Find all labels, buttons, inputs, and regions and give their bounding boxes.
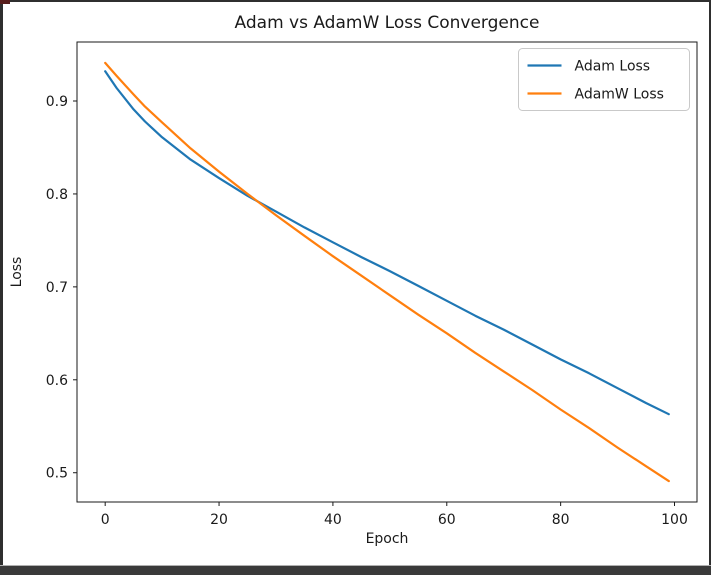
chart-titles: Adam vs AdamW Loss Convergence Epoch Loss bbox=[9, 13, 539, 547]
axes-spines bbox=[76, 41, 698, 503]
legend-label: Adam Loss bbox=[575, 59, 651, 75]
legend-box bbox=[518, 48, 690, 111]
x-tick-label: 100 bbox=[661, 512, 688, 528]
y-axis: 0.5 0.6 0.7 0.8 0.9 bbox=[46, 94, 77, 482]
series-line-adamw bbox=[104, 61, 670, 483]
y-tick-label: 0.6 bbox=[46, 373, 68, 389]
x-tick-label: 0 bbox=[101, 512, 110, 528]
y-axis-label: Loss bbox=[9, 257, 25, 288]
legend-label: AdamW Loss bbox=[575, 87, 664, 103]
data-series bbox=[104, 61, 670, 483]
x-axis-label: Epoch bbox=[366, 531, 409, 547]
window-border-left bbox=[0, 0, 3, 575]
x-tick-label: 40 bbox=[324, 512, 342, 528]
x-tick-label: 20 bbox=[210, 512, 228, 528]
y-tick-label: 0.5 bbox=[46, 466, 68, 482]
window-border-right bbox=[709, 0, 711, 575]
chart-title: Adam vs AdamW Loss Convergence bbox=[235, 13, 540, 33]
window-bottom-bar bbox=[0, 566, 711, 575]
series-line-adam bbox=[104, 70, 670, 416]
y-tick-label: 0.7 bbox=[46, 280, 68, 296]
window-border-top bbox=[0, 0, 711, 2]
window-bottom-hairline bbox=[0, 565, 711, 566]
x-axis: 0 20 40 60 80 100 bbox=[101, 502, 688, 528]
y-tick-label: 0.8 bbox=[46, 187, 68, 203]
y-tick-label: 0.9 bbox=[46, 94, 68, 110]
x-tick-label: 80 bbox=[552, 512, 570, 528]
x-tick-label: 60 bbox=[438, 512, 456, 528]
legend: Adam Loss AdamW Loss bbox=[518, 48, 690, 111]
window-corner-accent bbox=[0, 0, 10, 4]
plot-area-spines bbox=[76, 41, 698, 503]
